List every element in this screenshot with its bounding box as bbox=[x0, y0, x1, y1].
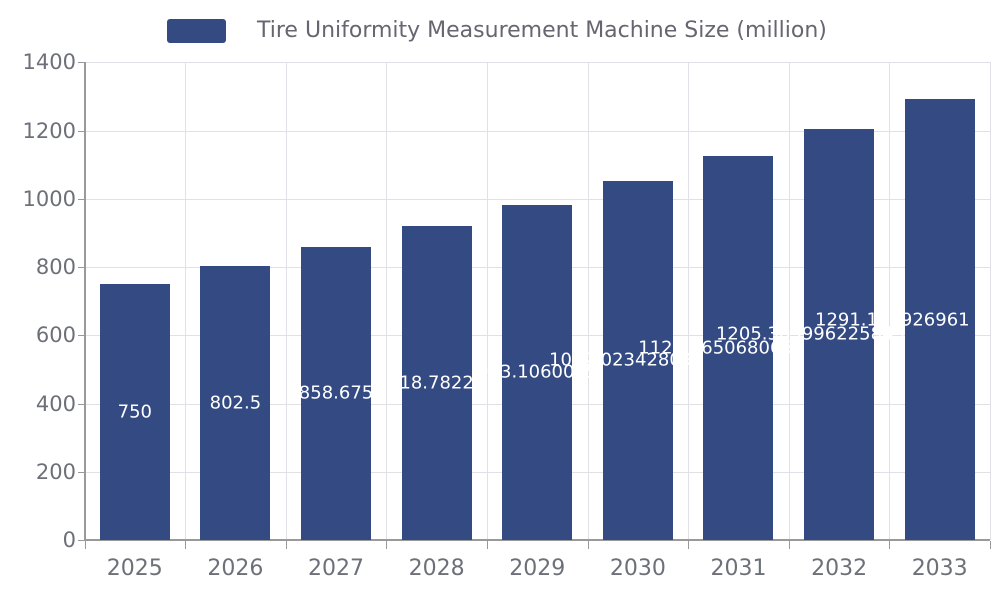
bar-value-label: 802.5 bbox=[209, 392, 262, 414]
x-axis-tick bbox=[386, 541, 388, 549]
bar-value-label: 1052.02342809975 bbox=[549, 349, 727, 371]
gridline-vertical bbox=[587, 62, 589, 540]
x-axis-tick-label: 2028 bbox=[408, 556, 465, 581]
bar-2033[interactable] bbox=[904, 99, 975, 540]
gridline-vertical bbox=[990, 62, 991, 540]
y-axis-line bbox=[83, 62, 86, 540]
x-axis-tick-label: 2029 bbox=[509, 556, 566, 581]
y-axis-tick-label: 800 bbox=[35, 255, 76, 279]
x-axis-tick bbox=[486, 541, 488, 549]
bar-value-label: 983.1060075 bbox=[477, 361, 598, 383]
y-axis-tick bbox=[77, 403, 85, 405]
x-axis-tick-label: 2025 bbox=[106, 556, 163, 581]
y-axis-tick-label: 1400 bbox=[22, 50, 76, 75]
bar-2030[interactable] bbox=[602, 180, 673, 540]
x-axis-tick-label: 2027 bbox=[308, 556, 365, 581]
bar-value-label: 858.675 bbox=[298, 382, 374, 404]
y-axis-tick-label: 1000 bbox=[22, 186, 76, 211]
bar-2025[interactable] bbox=[99, 284, 170, 540]
gridline-vertical bbox=[386, 62, 388, 540]
x-axis-tick-label: 2031 bbox=[710, 556, 767, 581]
bar-value-label: 750 bbox=[117, 401, 152, 423]
gridline-vertical bbox=[285, 62, 287, 540]
x-axis-tick-label: 2026 bbox=[207, 556, 264, 581]
x-axis-tick bbox=[285, 541, 287, 549]
x-axis-line bbox=[84, 539, 990, 541]
y-axis-tick bbox=[77, 335, 85, 337]
x-axis-tick-label: 2030 bbox=[609, 556, 666, 581]
y-axis-tick bbox=[77, 267, 85, 268]
gridline-vertical bbox=[688, 62, 690, 540]
x-axis-tick bbox=[788, 541, 790, 549]
gridline-horizontal bbox=[84, 130, 990, 132]
bar-value-label: 918.78225 bbox=[387, 372, 486, 394]
y-axis-tick bbox=[77, 471, 85, 473]
gridline-vertical bbox=[788, 62, 790, 540]
x-axis-tick bbox=[84, 541, 86, 549]
legend-swatch bbox=[167, 18, 226, 43]
gridline-vertical bbox=[889, 62, 891, 540]
y-axis-tick-label: 200 bbox=[35, 459, 76, 484]
legend-item[interactable]: Tire Uniformity Measurement Machine Size… bbox=[167, 18, 827, 43]
x-axis-tick bbox=[688, 541, 690, 549]
x-axis-tick bbox=[185, 541, 187, 549]
y-axis-tick-label: 1200 bbox=[22, 118, 76, 143]
y-axis-tick bbox=[77, 198, 85, 200]
bar-2031[interactable] bbox=[703, 155, 774, 540]
gridline-horizontal bbox=[84, 198, 990, 200]
gridline-vertical bbox=[486, 62, 488, 540]
bar-value-label: 1125.6650680667325 bbox=[638, 337, 839, 359]
x-axis-tick bbox=[889, 541, 891, 549]
x-axis-tick-label: 2033 bbox=[911, 556, 968, 581]
legend-label: Tire Uniformity Measurement Machine Size… bbox=[257, 18, 827, 43]
x-axis-tick-label: 2032 bbox=[811, 556, 868, 581]
y-axis-tick-label: 600 bbox=[35, 323, 76, 348]
x-axis-tick bbox=[990, 541, 991, 549]
bar-2028[interactable] bbox=[401, 226, 472, 540]
y-axis-tick bbox=[77, 62, 85, 64]
y-axis-tick-label: 0 bbox=[62, 528, 76, 552]
x-axis-tick bbox=[587, 541, 589, 549]
y-axis-tick bbox=[77, 130, 85, 132]
bar-2026[interactable] bbox=[200, 266, 271, 540]
bar-2032[interactable] bbox=[804, 128, 875, 540]
gridline-vertical bbox=[185, 62, 187, 540]
gridline-horizontal bbox=[84, 62, 990, 64]
bar-2029[interactable] bbox=[502, 204, 573, 540]
bar-2027[interactable] bbox=[301, 246, 372, 540]
bar-value-label: 1291.126926961 bbox=[814, 309, 970, 331]
y-axis-tick-label: 400 bbox=[35, 391, 76, 416]
y-axis-tick bbox=[77, 540, 85, 541]
bar-value-label: 1205.30999622584505776 bbox=[715, 323, 963, 345]
